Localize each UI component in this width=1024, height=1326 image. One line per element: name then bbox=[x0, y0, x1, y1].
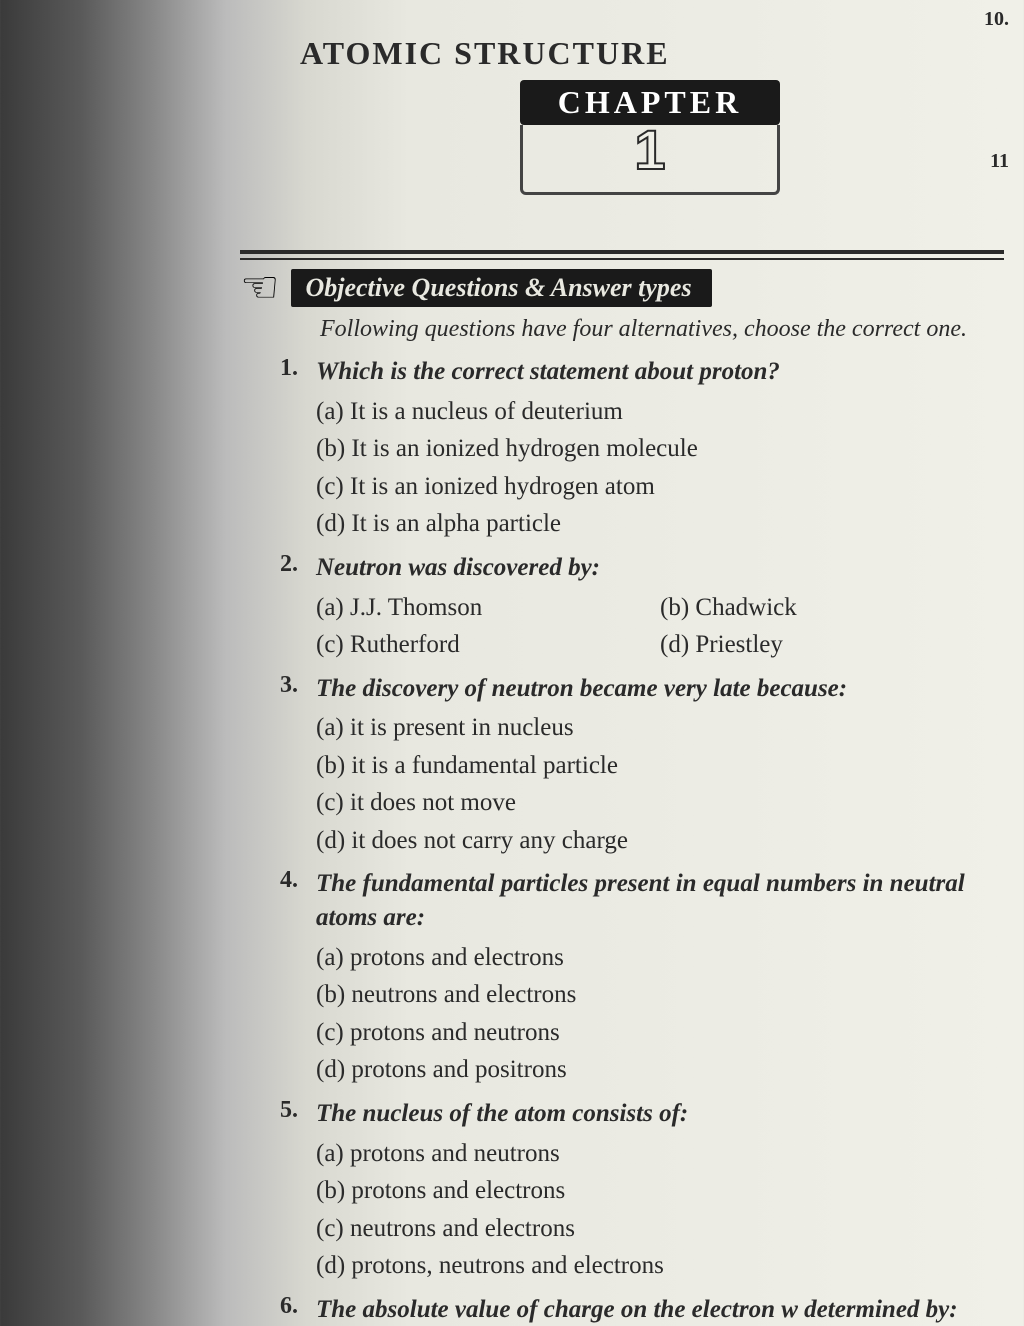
option-item: (b) neutrons and electrons bbox=[316, 976, 1004, 1014]
option-item: (a) J.J. Thomson bbox=[316, 589, 660, 627]
option-item: (d) protons, neutrons and electrons bbox=[316, 1247, 1004, 1285]
option-item: (d) Priestley bbox=[660, 626, 1004, 664]
question-row: 6. The absolute value of charge on the el… bbox=[270, 1293, 1004, 1326]
option-item: (a) protons and neutrons bbox=[316, 1135, 1004, 1173]
question-item: 1. Which is the correct statement about p… bbox=[270, 355, 1004, 543]
question-text: The nucleus of the atom consists of: bbox=[316, 1097, 1004, 1131]
question-row: 1. Which is the correct statement about p… bbox=[270, 355, 1004, 389]
option-item: (c) It is an ionized hydrogen atom bbox=[316, 468, 1004, 506]
option-item: (c) neutrons and electrons bbox=[316, 1210, 1004, 1248]
question-number: 3. bbox=[270, 672, 298, 699]
option-item: (b) It is an ionized hydrogen molecule bbox=[316, 430, 1004, 468]
question-number: 4. bbox=[270, 867, 298, 894]
pointing-hand-icon: ☞ bbox=[240, 266, 279, 310]
question-row: 4. The fundamental particles present in e… bbox=[270, 867, 1004, 935]
option-item: (d) it does not carry any charge bbox=[316, 822, 1004, 860]
question-number: 1. bbox=[270, 355, 298, 382]
options-list: (a) protons and neutrons(b) protons and … bbox=[316, 1135, 1004, 1285]
question-text: The discovery of neutron became very lat… bbox=[316, 672, 1004, 706]
option-item: (a) it is present in nucleus bbox=[316, 709, 1004, 747]
question-text: The absolute value of charge on the elec… bbox=[316, 1293, 1004, 1326]
option-item: (b) protons and electrons bbox=[316, 1172, 1004, 1210]
question-item: 3. The discovery of neutron became very l… bbox=[270, 672, 1004, 860]
chapter-badge: CHAPTER 1 bbox=[520, 80, 780, 195]
question-item: 6. The absolute value of charge on the el… bbox=[270, 1293, 1004, 1326]
page-number-top: 10. bbox=[984, 8, 1009, 31]
section-intro: Following questions have four alternativ… bbox=[320, 314, 1004, 345]
option-item: (c) it does not move bbox=[316, 784, 1004, 822]
question-row: 3. The discovery of neutron became very l… bbox=[270, 672, 1004, 706]
chapter-title: ATOMIC STRUCTURE bbox=[300, 35, 1004, 72]
options-list: (a) it is present in nucleus(b) it is a … bbox=[316, 709, 1004, 859]
question-number: 6. bbox=[270, 1293, 298, 1320]
options-list: (a) protons and electrons(b) neutrons an… bbox=[316, 939, 1004, 1089]
question-row: 2. Neutron was discovered by: bbox=[270, 551, 1004, 585]
option-item: (b) Chadwick bbox=[660, 589, 1004, 627]
question-item: 2. Neutron was discovered by: (a) J.J. Tho… bbox=[270, 551, 1004, 664]
chapter-number: 1 bbox=[634, 117, 665, 182]
page-content: 10. 11 ATOMIC STRUCTURE CHAPTER 1 ☞ Obje… bbox=[180, 0, 1024, 1262]
section-header: ☞ Objective Questions & Answer types Fol… bbox=[240, 250, 1004, 345]
options-list: (a) It is a nucleus of deuterium(b) It i… bbox=[316, 393, 1004, 543]
question-text: The fundamental particles present in equ… bbox=[316, 867, 1004, 935]
chapter-number-box: 1 bbox=[520, 125, 780, 195]
rule-line bbox=[240, 250, 1004, 260]
option-item: (a) protons and electrons bbox=[316, 939, 1004, 977]
section-title: Objective Questions & Answer types bbox=[291, 269, 711, 307]
question-item: 5. The nucleus of the atom consists of: (a… bbox=[270, 1097, 1004, 1285]
header-row: ☞ Objective Questions & Answer types bbox=[240, 266, 1004, 310]
options-list: (a) J.J. Thomson(b) Chadwick(c) Rutherfo… bbox=[316, 589, 1004, 664]
question-item: 4. The fundamental particles present in e… bbox=[270, 867, 1004, 1089]
question-number: 2. bbox=[270, 551, 298, 578]
page-number-side: 11 bbox=[990, 150, 1009, 173]
question-number: 5. bbox=[270, 1097, 298, 1124]
question-text: Neutron was discovered by: bbox=[316, 551, 1004, 585]
option-item: (b) it is a fundamental particle bbox=[316, 747, 1004, 785]
questions-list: 1. Which is the correct statement about p… bbox=[240, 355, 1004, 1326]
question-text: Which is the correct statement about pro… bbox=[316, 355, 1004, 389]
option-item: (c) Rutherford bbox=[316, 626, 660, 664]
option-item: (d) protons and positrons bbox=[316, 1051, 1004, 1089]
option-item: (c) protons and neutrons bbox=[316, 1014, 1004, 1052]
option-item: (a) It is a nucleus of deuterium bbox=[316, 393, 1004, 431]
option-item: (d) It is an alpha particle bbox=[316, 505, 1004, 543]
question-row: 5. The nucleus of the atom consists of: bbox=[270, 1097, 1004, 1131]
